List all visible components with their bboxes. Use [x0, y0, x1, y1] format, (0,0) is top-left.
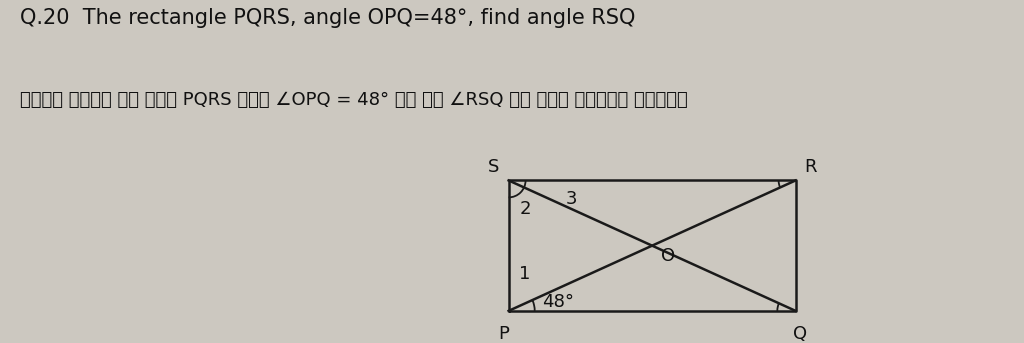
Text: 2: 2 [520, 200, 531, 218]
Text: O: O [660, 247, 675, 265]
Text: S: S [488, 158, 500, 176]
Text: Q.20  The rectangle PQRS, angle OPQ=48°, find angle RSQ: Q.20 The rectangle PQRS, angle OPQ=48°, … [20, 8, 636, 28]
Text: 1: 1 [518, 265, 530, 283]
Text: नीचे दिये गए आयत PQRS में ∠OPQ = 48° है तो ∠RSQ का मान ज्ञात करें।: नीचे दिये गए आयत PQRS में ∠OPQ = 48° है … [20, 91, 688, 108]
Text: P: P [499, 324, 510, 343]
Text: 48°: 48° [542, 293, 574, 311]
Text: 3: 3 [565, 190, 577, 208]
Text: Q: Q [793, 324, 807, 343]
Text: R: R [805, 158, 817, 176]
